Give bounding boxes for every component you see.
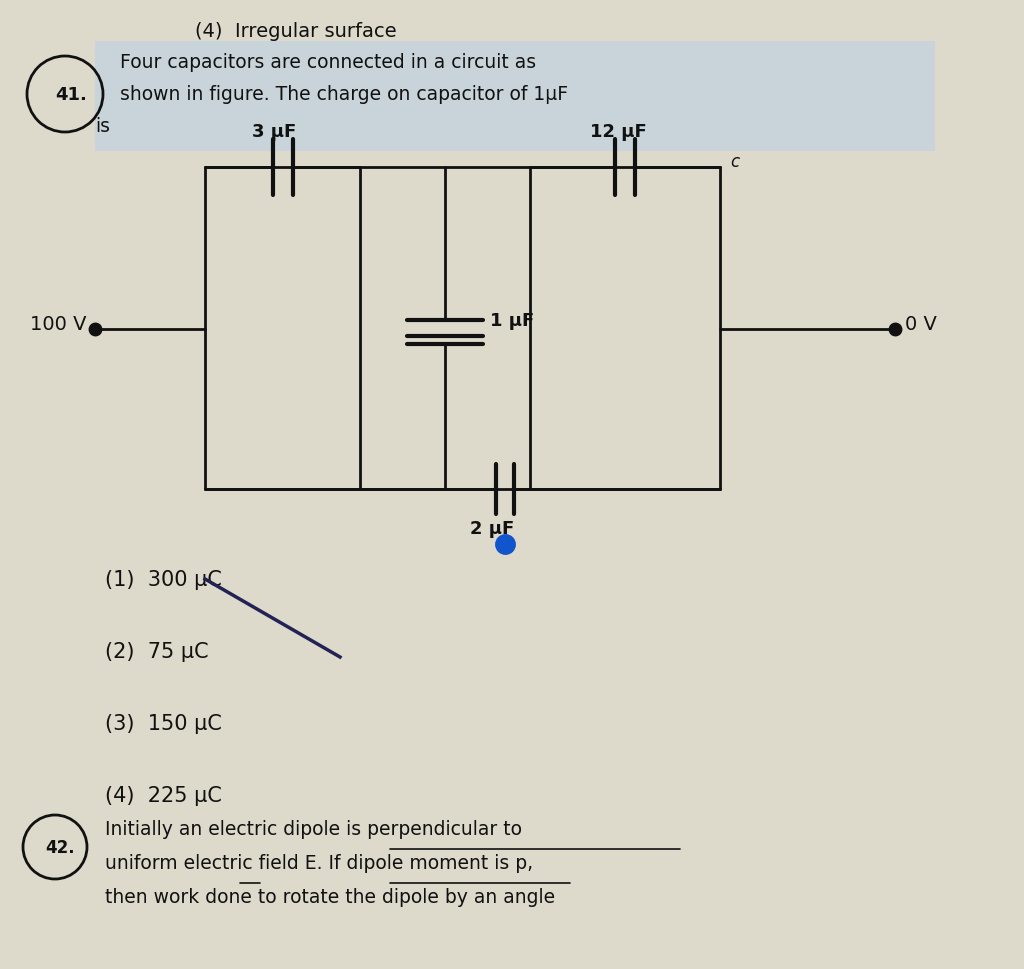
Text: 42.: 42. bbox=[45, 838, 75, 857]
Text: shown in figure. The charge on capacitor of 1μF: shown in figure. The charge on capacitor… bbox=[120, 85, 568, 104]
Text: 2 μF: 2 μF bbox=[470, 519, 514, 538]
FancyBboxPatch shape bbox=[95, 42, 935, 152]
Text: 1 μF: 1 μF bbox=[490, 312, 535, 329]
Text: Four capacitors are connected in a circuit as: Four capacitors are connected in a circu… bbox=[120, 53, 537, 72]
Text: 3 μF: 3 μF bbox=[253, 123, 297, 141]
Text: 41.: 41. bbox=[55, 86, 87, 104]
Text: (1)  300 μC: (1) 300 μC bbox=[105, 570, 222, 589]
Text: (4)  225 μC: (4) 225 μC bbox=[105, 785, 222, 805]
Text: 100 V: 100 V bbox=[30, 315, 86, 334]
Text: Initially an electric dipole is perpendicular to: Initially an electric dipole is perpendi… bbox=[105, 819, 522, 838]
Text: c: c bbox=[730, 153, 739, 171]
Text: (4)  Irregular surface: (4) Irregular surface bbox=[195, 22, 396, 41]
Text: (2)  75 μC: (2) 75 μC bbox=[105, 641, 209, 661]
Text: uniform electric field E. If dipole moment is p,: uniform electric field E. If dipole mome… bbox=[105, 853, 534, 872]
Text: 12 μF: 12 μF bbox=[590, 123, 647, 141]
Text: (3)  150 μC: (3) 150 μC bbox=[105, 713, 222, 734]
Text: is: is bbox=[95, 117, 110, 136]
Text: then work done to rotate the dipole by an angle: then work done to rotate the dipole by a… bbox=[105, 887, 555, 906]
Text: 0 V: 0 V bbox=[905, 315, 937, 334]
